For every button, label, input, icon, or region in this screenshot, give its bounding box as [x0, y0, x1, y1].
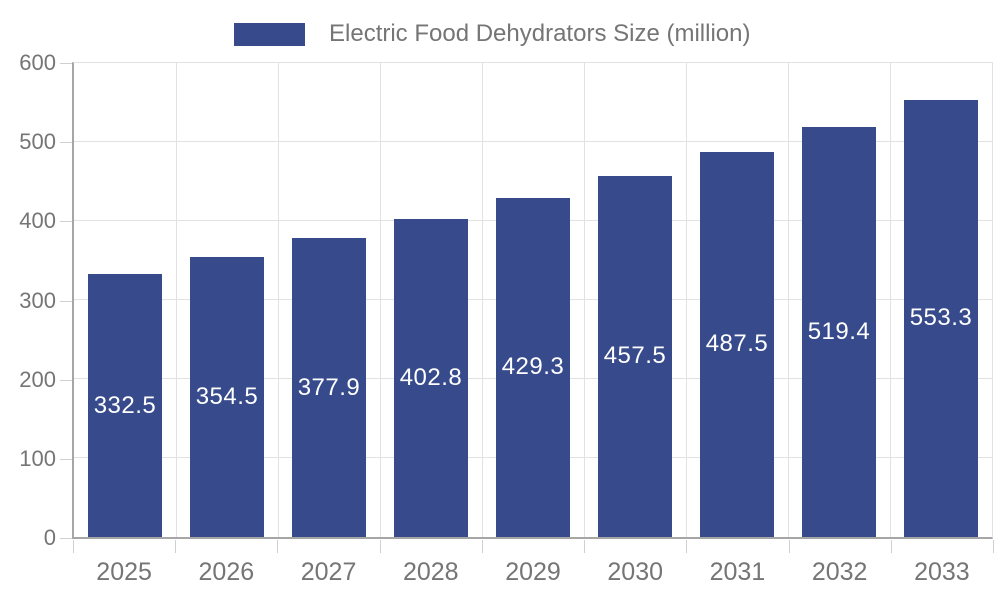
x-tick-8	[890, 540, 892, 553]
y-tick-600	[60, 63, 72, 64]
y-tick-label-300: 300	[19, 287, 56, 313]
y-tick-0	[60, 538, 72, 539]
gridline-x-3	[379, 63, 381, 537]
gridline-y-500	[74, 141, 992, 142]
bar-2032: 519.4	[802, 126, 876, 537]
gridline-x-4	[482, 63, 483, 537]
x-tick-0	[73, 540, 74, 553]
x-tick-label-2033: 2033	[914, 558, 970, 586]
bar-value-label-2025: 332.5	[93, 391, 157, 419]
bar-2027: 377.9	[292, 238, 366, 537]
y-tick-200	[60, 379, 72, 381]
bar-2029: 429.3	[496, 197, 570, 537]
y-tick-500	[60, 142, 72, 144]
y-tick-label-100: 100	[19, 445, 56, 471]
y-tick-300	[60, 300, 72, 302]
y-tick-label-200: 200	[19, 366, 56, 392]
bar-2028: 402.8	[394, 218, 468, 537]
legend-swatch	[234, 22, 305, 46]
x-tick-label-2032: 2032	[811, 558, 868, 586]
bar-value-label-2030: 457.5	[603, 342, 667, 370]
x-tick-label-2028: 2028	[402, 558, 459, 586]
bar-value-label-2033: 553.3	[909, 304, 973, 332]
x-tick-2	[277, 540, 279, 553]
gridline-x-1	[176, 63, 177, 537]
x-tick-5	[584, 540, 586, 553]
gridline-x-7	[788, 63, 789, 537]
gridline-x-8	[890, 63, 891, 537]
gridline-x-5	[584, 63, 585, 537]
bar-value-label-2032: 519.4	[807, 317, 871, 345]
legend-title: Electric Food Dehydrators Size (million)	[329, 20, 751, 47]
gridline-x-6	[685, 63, 687, 537]
x-tick-1	[175, 540, 177, 553]
bar-2033: 553.3	[904, 99, 978, 537]
bar-value-label-2029: 429.3	[501, 353, 565, 381]
x-tick-label-2026: 2026	[198, 558, 255, 586]
bar-2026: 354.5	[190, 256, 264, 537]
bar-2031: 487.5	[700, 151, 774, 537]
y-tick-label-400: 400	[19, 208, 56, 234]
bar-2025: 332.5	[88, 274, 162, 537]
y-tick-400	[60, 221, 72, 223]
bar-value-label-2027: 377.9	[297, 373, 361, 401]
y-tick-label-0: 0	[43, 525, 56, 550]
x-tick-4	[481, 540, 483, 553]
bar-2030: 457.5	[598, 175, 672, 537]
x-tick-7	[788, 540, 790, 553]
x-tick-6	[686, 540, 688, 553]
x-tick-label-2025: 2025	[96, 558, 152, 586]
x-tick-label-2031: 2031	[709, 558, 766, 586]
y-tick-label-600: 600	[19, 50, 56, 75]
x-tick-3	[379, 540, 381, 553]
y-tick-100	[60, 458, 72, 460]
plot-area: 332.5 354.5 377.9 402.8 429.3 457.5 487.5 519.4…	[72, 62, 993, 539]
bar-value-label-2026: 354.5	[195, 382, 259, 410]
legend: Electric Food Dehydrators Size (million)	[234, 20, 750, 48]
bar-value-label-2028: 402.8	[399, 363, 463, 391]
bar-value-label-2031: 487.5	[705, 330, 769, 358]
x-tick-label-2030: 2030	[607, 558, 664, 586]
y-tick-label-500: 500	[19, 129, 56, 155]
gridline-x-2	[278, 63, 279, 537]
x-tick-9	[993, 540, 994, 553]
x-tick-label-2027: 2027	[300, 558, 357, 586]
x-tick-label-2029: 2029	[505, 558, 561, 586]
